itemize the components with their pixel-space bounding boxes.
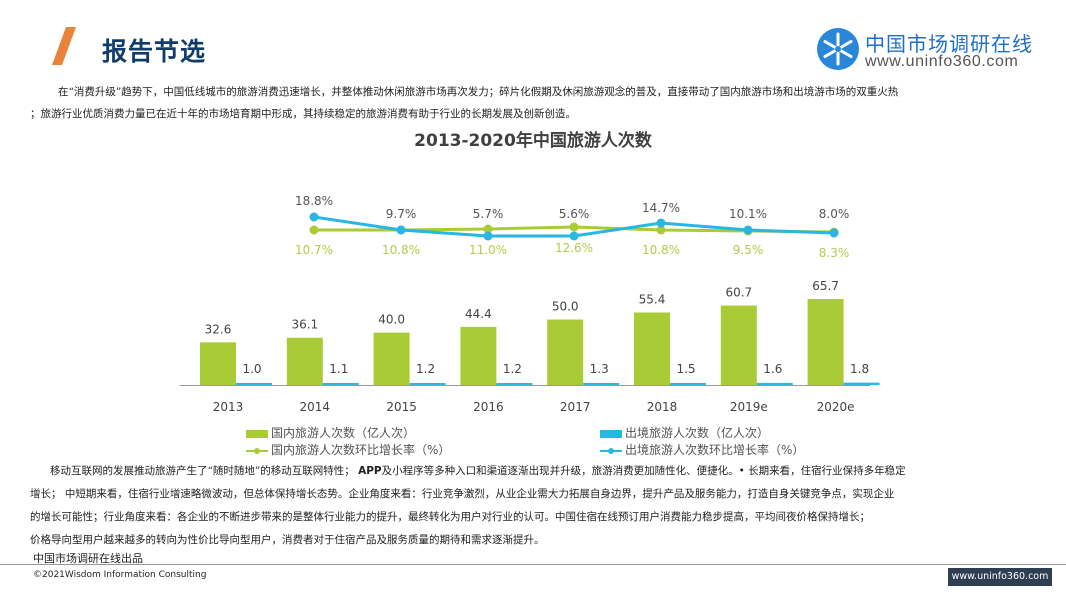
outbound-growth-point-6 — [829, 228, 839, 238]
bar-label-outbound-2014: 1.1 — [329, 362, 348, 376]
intro-paragraph: 在“消费升级”趋势下，中国低线城市的旅游消费迅速增长，并整体推动休闲旅游市场再次… — [30, 81, 1040, 125]
bar-label-domestic-2016: 44.4 — [465, 307, 492, 321]
tourism-chart: 32.6 1.0 2013 36.1 1.1 2014 40.0 1.2 2015 44.4 1.2… — [180, 194, 880, 414]
bar-outbound-2020e — [843, 382, 880, 385]
body-line-1a: 移动互联网的发展推动旅游产生了“随时随地”的移动互联网特性； — [50, 465, 355, 477]
body-line-1b: APP — [358, 465, 382, 477]
domestic-growth-point-0 — [309, 225, 319, 235]
bar-label-outbound-2020e: 1.8 — [850, 362, 869, 376]
footer-url-badge[interactable]: www.uninfo360.com — [948, 568, 1052, 586]
footer-copyright: ©2021Wisdom Information Consulting — [33, 570, 207, 580]
x-tick-label-2015: 2015 — [386, 400, 417, 414]
bar-label-domestic-2019e: 60.7 — [725, 286, 752, 300]
legend-swatch-bar-green — [246, 429, 268, 438]
legend-item-outbound-count: 出境旅游人次数（亿人次） — [600, 424, 769, 441]
domestic-growth-label-2: 11.0% — [469, 243, 507, 257]
legend-swatch-line-blue — [600, 446, 622, 456]
bar-domestic-2020e — [807, 299, 844, 385]
bar-outbound-2013 — [236, 383, 272, 385]
intro-line-2: ；旅游行业优质消费力量已在近十年的市场培育期中形成，其持续稳定的旅游消费有助于行… — [30, 108, 576, 120]
bar-outbound-2015 — [409, 383, 446, 385]
outbound-growth-label-4: 14.7% — [642, 201, 680, 215]
domestic-growth-label-1: 10.8% — [382, 243, 420, 257]
legend-item-outbound-growth: 出境旅游人次数环比增长率（%） — [600, 441, 804, 458]
domestic-growth-label-4: 10.8% — [642, 243, 680, 257]
bar-label-domestic-2014: 36.1 — [291, 318, 318, 332]
legend-label: 国内旅游人次数（亿人次） — [271, 426, 416, 440]
bar-label-domestic-2018: 55.4 — [639, 292, 666, 306]
footer-divider — [0, 564, 1066, 565]
intro-line-1: 在“消费升级”趋势下，中国低线城市的旅游消费迅速增长，并整体推动休闲旅游市场再次… — [58, 86, 899, 98]
bar-domestic-2016 — [460, 326, 497, 385]
domestic-growth-label-0: 10.7% — [295, 243, 333, 257]
logo-name: 中国市场调研在线 — [865, 32, 1033, 56]
body-paragraph: 移动互联网的发展推动旅游产生了“随时随地”的移动互联网特性； APP及小程序等多… — [30, 460, 1040, 552]
body-line-2: 增长； 中短期来看，住宿行业增速略微波动，但总体保持增长态势。企业角度来看：行业… — [30, 488, 895, 500]
outbound-growth-label-6: 8.0% — [819, 207, 850, 221]
legend-item-domestic-growth: 国内旅游人次数环比增长率（%） — [246, 441, 450, 458]
x-tick-label-2020e: 2020e — [817, 400, 855, 414]
body-line-1: 移动互联网的发展推动旅游产生了“随时随地”的移动互联网特性； APP及小程序等多… — [30, 460, 1040, 483]
bar-label-domestic-2013: 32.6 — [205, 322, 232, 336]
bar-label-domestic-2020e: 65.7 — [812, 279, 839, 293]
body-line-3: 的增长可能性；行业角度来看：各企业的不断进步带来的是整体行业能力的提升，最终转化… — [30, 511, 870, 523]
x-tick-label-2018: 2018 — [647, 400, 678, 414]
bar-domestic-2019e — [720, 305, 757, 385]
bar-domestic-2018 — [634, 312, 670, 385]
page-title: 报告节选 — [102, 37, 207, 66]
outbound-growth-label-5: 10.1% — [729, 207, 767, 221]
domestic-growth-point-4 — [656, 225, 666, 235]
bar-outbound-2016 — [496, 383, 533, 385]
outbound-growth-point-4 — [656, 218, 666, 228]
outbound-growth-label-2: 5.7% — [473, 207, 504, 221]
domestic-growth-label-6: 8.3% — [819, 246, 850, 260]
legend-label: 出境旅游人次数（亿人次） — [625, 426, 770, 440]
body-line-1c: 及小程序等多种入口和渠道逐渐出现并升级，旅游消费更加随性化、便捷化。• 长期来看… — [381, 465, 906, 477]
outbound-growth-point-1 — [396, 225, 406, 235]
bar-outbound-2014 — [322, 383, 359, 385]
bar-label-outbound-2019e: 1.6 — [763, 362, 782, 376]
x-tick-label-2014: 2014 — [300, 400, 331, 414]
outbound-growth-point-0 — [309, 212, 319, 222]
legend-label: 出境旅游人次数环比增长率（%） — [625, 443, 805, 457]
bar-outbound-2019e — [756, 382, 793, 385]
bar-label-domestic-2015: 40.0 — [378, 313, 405, 327]
domestic-growth-point-2 — [483, 224, 493, 234]
outbound-growth-label-1: 9.7% — [386, 207, 417, 221]
bar-label-outbound-2013: 1.0 — [242, 362, 261, 376]
bar-domestic-2013 — [200, 342, 236, 385]
bar-label-outbound-2015: 1.2 — [416, 362, 435, 376]
outbound-growth-label-3: 5.6% — [559, 207, 590, 221]
outbound-growth-label-0: 18.8% — [295, 194, 333, 208]
bar-label-domestic-2017: 50.0 — [552, 300, 579, 314]
outbound-growth-point-5 — [743, 225, 753, 235]
x-tick-label-2017: 2017 — [560, 400, 591, 414]
x-tick-label-2016: 2016 — [473, 400, 504, 414]
brand-logo[interactable]: 中国市场调研在线 www.uninfo360.com — [817, 28, 1057, 76]
bar-label-outbound-2018: 1.5 — [676, 362, 695, 376]
footer-brand: 中国市场调研在线出品 — [33, 552, 143, 565]
domestic-growth-label-3: 12.6% — [555, 241, 593, 255]
domestic-growth-label-5: 9.5% — [733, 243, 764, 257]
snowflake-logo-icon — [817, 28, 859, 70]
legend-swatch-line-green — [246, 446, 268, 456]
outbound-growth-point-2 — [483, 231, 493, 241]
x-tick-label-2013: 2013 — [213, 400, 244, 414]
bar-domestic-2017 — [547, 319, 584, 385]
chart-title: 2013-2020年中国旅游人次数 — [414, 131, 652, 151]
legend-item-domestic-count: 国内旅游人次数（亿人次） — [246, 424, 415, 441]
legend-swatch-bar-blue — [600, 429, 622, 438]
outbound-growth-point-3 — [569, 231, 579, 241]
legend-label: 国内旅游人次数环比增长率（%） — [271, 443, 451, 457]
bar-domestic-2014 — [286, 337, 323, 385]
bar-label-outbound-2017: 1.3 — [590, 362, 609, 376]
body-line-4: 价格导向型用户越来越多的转向为性价比导向型用户，消费者对于住宿产品及服务质量的期… — [30, 534, 545, 546]
bar-domestic-2015 — [373, 332, 410, 385]
bar-outbound-2017 — [583, 383, 620, 385]
bar-outbound-2018 — [670, 383, 706, 385]
bar-label-outbound-2016: 1.2 — [503, 362, 522, 376]
x-tick-label-2019e: 2019e — [730, 400, 768, 414]
logo-url: www.uninfo360.com — [865, 53, 1019, 70]
domestic-growth-point-3 — [569, 222, 579, 232]
